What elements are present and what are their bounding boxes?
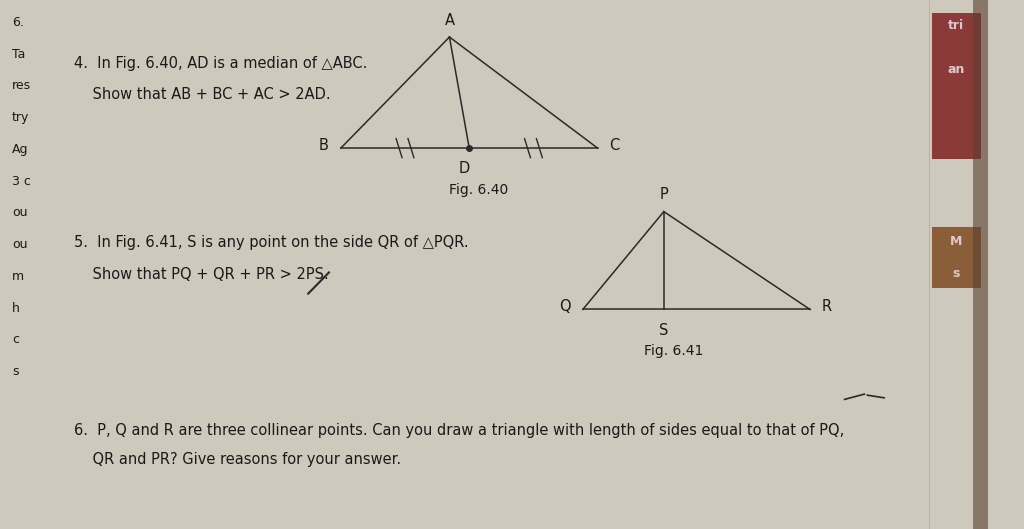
Text: R: R bbox=[822, 299, 831, 314]
Text: Show that AB + BC + AC > 2AD.: Show that AB + BC + AC > 2AD. bbox=[74, 87, 331, 102]
Text: 5.  In Fig. 6.41, S is any point on the side QR of △PQR.: 5. In Fig. 6.41, S is any point on the s… bbox=[74, 235, 469, 250]
Text: Show that PQ + QR + PR > 2PS.: Show that PQ + QR + PR > 2PS. bbox=[74, 267, 329, 282]
Text: S: S bbox=[659, 323, 669, 338]
FancyBboxPatch shape bbox=[932, 13, 981, 159]
Text: ou: ou bbox=[12, 238, 28, 251]
Text: res: res bbox=[12, 79, 31, 93]
Text: m: m bbox=[12, 270, 24, 283]
Text: Ta: Ta bbox=[12, 48, 26, 61]
Text: 4.  In Fig. 6.40, AD is a median of △ABC.: 4. In Fig. 6.40, AD is a median of △ABC. bbox=[74, 56, 368, 70]
Text: 6.: 6. bbox=[12, 16, 24, 29]
Text: s: s bbox=[12, 365, 18, 378]
FancyBboxPatch shape bbox=[973, 0, 988, 529]
Text: M: M bbox=[950, 235, 963, 249]
Text: ou: ou bbox=[12, 206, 28, 220]
Text: an: an bbox=[947, 63, 965, 77]
Text: Ag: Ag bbox=[12, 143, 29, 156]
Text: QR and PR? Give reasons for your answer.: QR and PR? Give reasons for your answer. bbox=[74, 452, 401, 467]
Text: Fig. 6.40: Fig. 6.40 bbox=[450, 183, 509, 196]
Text: tri: tri bbox=[948, 19, 965, 32]
Text: Fig. 6.41: Fig. 6.41 bbox=[644, 344, 703, 358]
Text: A: A bbox=[444, 13, 455, 28]
Text: 6.  P, Q and R are three collinear points. Can you draw a triangle with length o: 6. P, Q and R are three collinear points… bbox=[74, 423, 845, 438]
Text: C: C bbox=[609, 138, 620, 153]
Text: P: P bbox=[659, 187, 669, 202]
Text: D: D bbox=[459, 161, 470, 176]
Text: 3 c: 3 c bbox=[12, 175, 31, 188]
FancyBboxPatch shape bbox=[932, 227, 981, 288]
Text: B: B bbox=[319, 138, 329, 153]
Text: h: h bbox=[12, 302, 19, 315]
Text: c: c bbox=[12, 333, 18, 346]
Text: try: try bbox=[12, 111, 30, 124]
Text: Q: Q bbox=[559, 299, 571, 314]
Text: s: s bbox=[952, 267, 959, 280]
